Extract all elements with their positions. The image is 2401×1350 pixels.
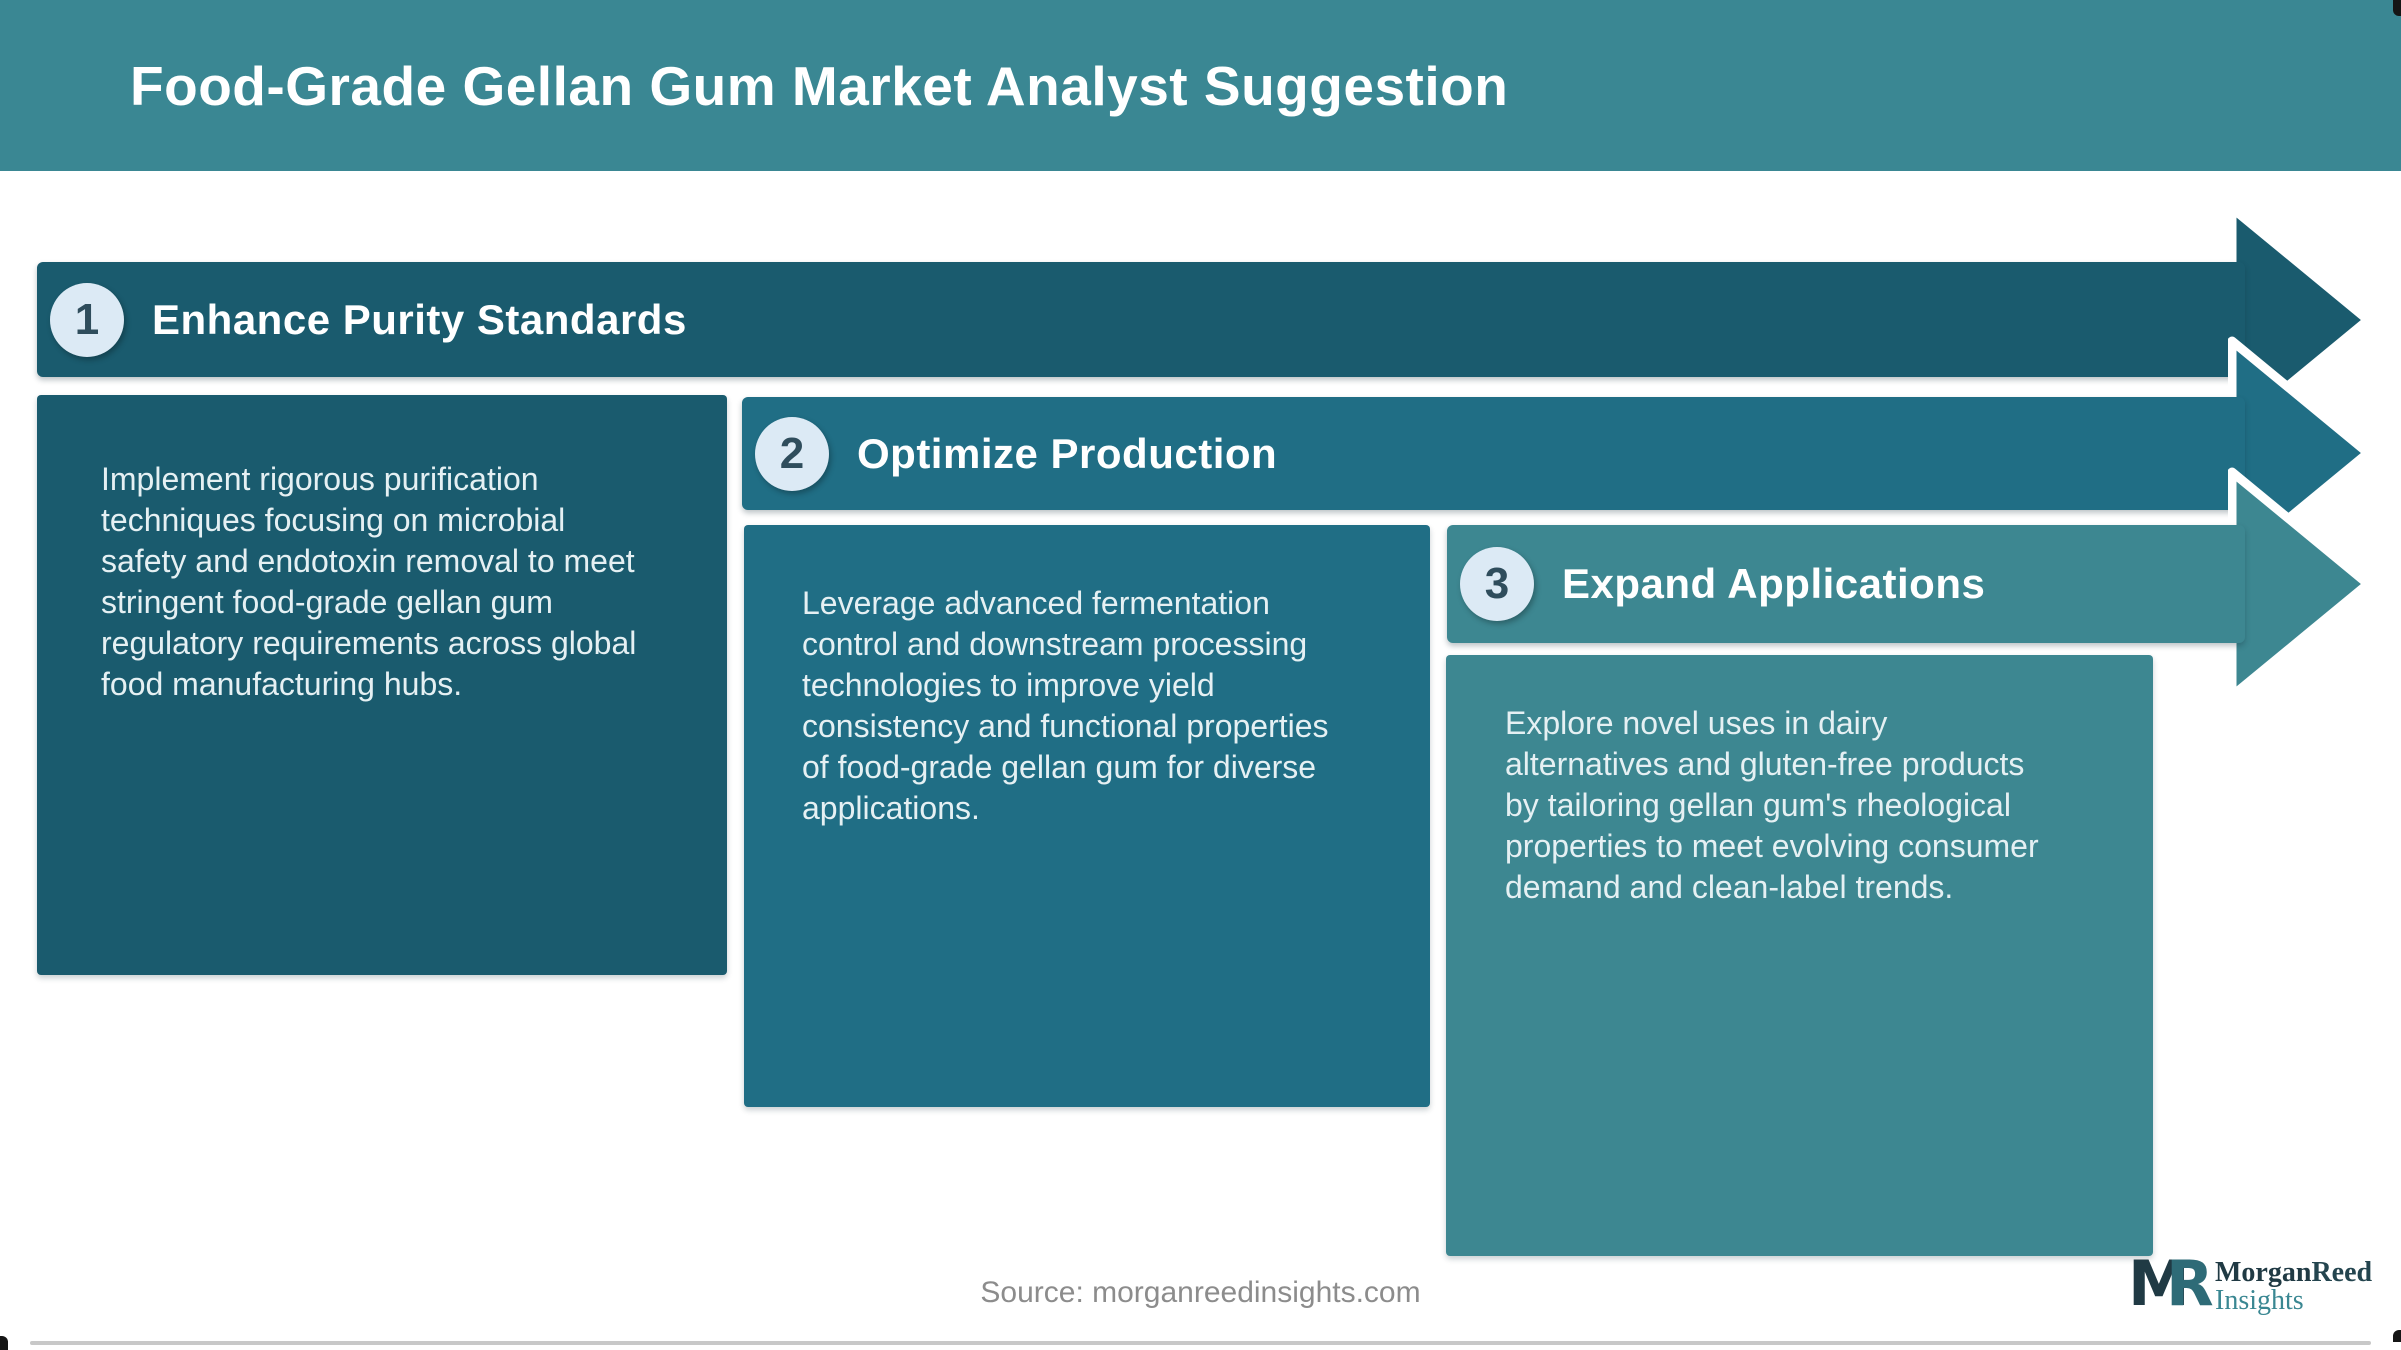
step-number-badge: 1 [50, 282, 124, 357]
bottom-divider [30, 1341, 2371, 1345]
page-title: Food-Grade Gellan Gum Market Analyst Sug… [130, 54, 1509, 117]
logo-name-reed: Reed [2311, 1257, 2373, 1288]
corner-artifact [2393, 1330, 2401, 1342]
step-description-box-3: Explore novel uses in dairy alternatives… [1446, 655, 2153, 1256]
mr-monogram-icon: M R [2128, 1253, 2214, 1317]
step-heading: Optimize Production [857, 429, 1278, 477]
logo-tagline: Insights [2215, 1285, 2304, 1316]
arrow-head-icon [2228, 467, 2373, 701]
logo-company-name: MorganReed [2215, 1259, 2372, 1287]
step-number-badge: 3 [1460, 547, 1534, 621]
title-bar: Food-Grade Gellan Gum Market Analyst Sug… [0, 0, 2401, 171]
step-banner-2: 2 Optimize Production [742, 397, 2245, 510]
step-description: Explore novel uses in dairy alternatives… [1505, 705, 2039, 905]
step-number-badge: 2 [755, 416, 829, 491]
step-number: 2 [779, 428, 805, 478]
step-number: 1 [74, 294, 100, 344]
monogram-r: R [2166, 1253, 2214, 1317]
step-description: Leverage advanced fermentation control a… [802, 585, 1329, 826]
step-description: Implement rigorous purification techniqu… [101, 461, 637, 702]
step-banner-3: 3 Expand Applications [1447, 525, 2245, 643]
step-description-box-1: Implement rigorous purification techniqu… [37, 395, 727, 975]
step-heading: Expand Applications [1562, 560, 1986, 607]
source-attribution: Source: morganreedinsights.com [980, 1276, 1421, 1309]
corner-artifact [0, 1336, 8, 1350]
logo-name-morgan: Morgan [2215, 1257, 2312, 1288]
logo-wordmark: MorganReed Insights [2215, 1253, 2372, 1315]
monogram-m: M [2128, 1253, 2190, 1317]
step-number: 3 [1484, 559, 1510, 608]
step-heading: Enhance Purity Standards [152, 295, 687, 343]
step-description-box-2: Leverage advanced fermentation control a… [744, 525, 1430, 1107]
morganreed-insights-logo: M R MorganReed Insights [2128, 1253, 2372, 1317]
corner-artifact [2393, 0, 2401, 16]
step-banner-1: 1 Enhance Purity Standards [37, 262, 2245, 377]
